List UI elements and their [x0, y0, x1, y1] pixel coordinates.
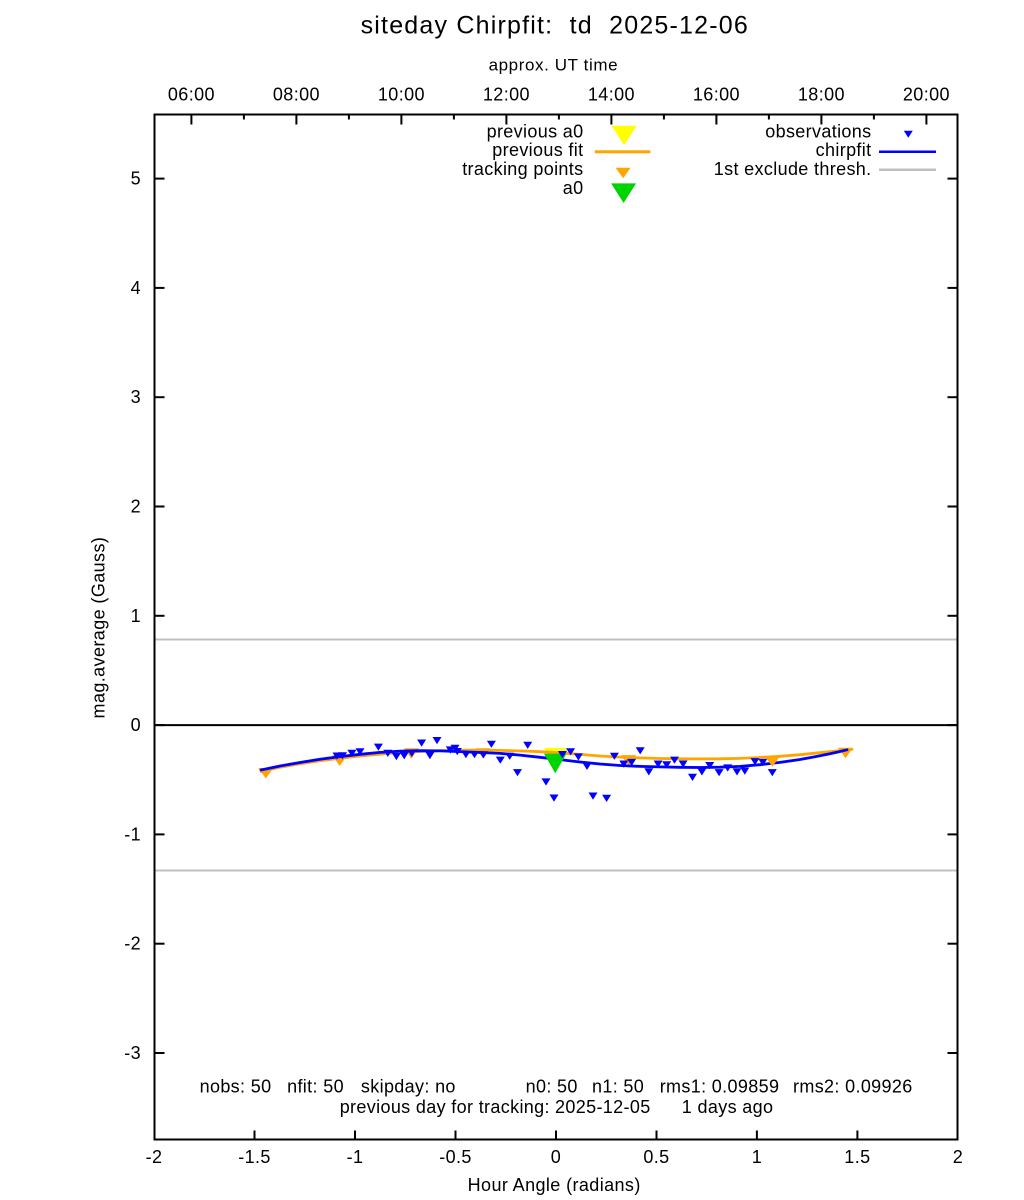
svg-text:previous day for tracking:: previous day for tracking:: [340, 1097, 550, 1117]
svg-text:5: 5: [131, 169, 141, 189]
svg-text:n0: 50: n0: 50: [526, 1076, 578, 1096]
svg-text:06:00: 06:00: [168, 85, 215, 105]
svg-text:0: 0: [131, 715, 141, 735]
svg-text:2: 2: [131, 497, 141, 517]
svg-text:0: 0: [551, 1147, 561, 1167]
svg-text:previous fit: previous fit: [492, 140, 583, 160]
svg-text:1.5: 1.5: [844, 1147, 870, 1167]
svg-text:-2: -2: [124, 934, 141, 954]
svg-text:nobs: 50: nobs: 50: [200, 1076, 272, 1096]
svg-text:nfit: 50: nfit: 50: [287, 1076, 344, 1096]
svg-text:14:00: 14:00: [588, 85, 635, 105]
svg-text:20:00: 20:00: [903, 85, 950, 105]
svg-text:1st exclude thresh.: 1st exclude thresh.: [714, 159, 872, 179]
svg-text:tracking points: tracking points: [462, 159, 583, 179]
svg-text:1 days ago: 1 days ago: [682, 1097, 774, 1117]
svg-text:-1.5: -1.5: [238, 1147, 271, 1167]
svg-text:2: 2: [953, 1147, 963, 1167]
svg-text:2025-12-05: 2025-12-05: [555, 1097, 651, 1117]
svg-text:previous a0: previous a0: [487, 121, 584, 141]
svg-text:10:00: 10:00: [378, 85, 425, 105]
svg-text:-1: -1: [124, 824, 141, 844]
svg-text:chirpfit: chirpfit: [816, 140, 872, 160]
svg-text:16:00: 16:00: [693, 85, 740, 105]
svg-text:mag.average (Gauss): mag.average (Gauss): [89, 537, 109, 719]
svg-text:-3: -3: [124, 1043, 141, 1063]
svg-text:-0.5: -0.5: [439, 1147, 472, 1167]
svg-text:0.5: 0.5: [643, 1147, 669, 1167]
svg-text:Hour Angle (radians): Hour Angle (radians): [468, 1175, 641, 1195]
svg-text:-2: -2: [146, 1147, 163, 1167]
svg-text:1: 1: [752, 1147, 762, 1167]
svg-text:n1: 50: n1: 50: [592, 1076, 644, 1096]
svg-text:skipday: no: skipday: no: [361, 1076, 456, 1096]
svg-text:rms1: 0.09859: rms1: 0.09859: [660, 1076, 780, 1096]
svg-text:a0: a0: [563, 178, 584, 198]
svg-text:08:00: 08:00: [273, 85, 320, 105]
svg-text:-1: -1: [347, 1147, 364, 1167]
svg-text:rms2: 0.09926: rms2: 0.09926: [793, 1076, 913, 1096]
svg-text:4: 4: [131, 278, 141, 298]
svg-text:1: 1: [131, 606, 141, 626]
svg-text:18:00: 18:00: [798, 85, 845, 105]
svg-text:observations: observations: [765, 121, 871, 141]
svg-text:approx. UT time: approx. UT time: [489, 56, 619, 75]
svg-text:3: 3: [131, 387, 141, 407]
svg-text:siteday Chirpfit: td 2025-12: siteday Chirpfit: td 2025-12-06: [361, 12, 749, 40]
svg-text:12:00: 12:00: [483, 85, 530, 105]
